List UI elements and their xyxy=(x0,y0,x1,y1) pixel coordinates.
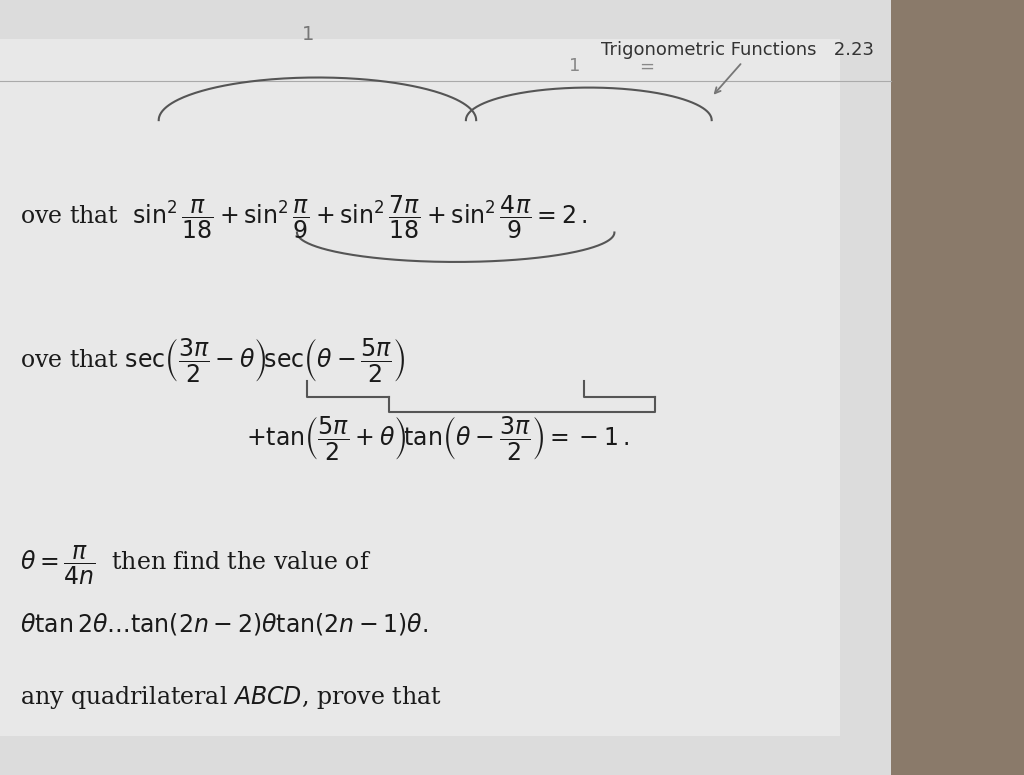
Text: $+\tan\!\left(\dfrac{5\pi}{2}+\theta\right)\!\tan\!\left(\theta-\dfrac{3\pi}{2}\: $+\tan\!\left(\dfrac{5\pi}{2}+\theta\rig… xyxy=(246,414,629,462)
Text: ove that  $\sin^2\dfrac{\pi}{18}+\sin^2\dfrac{\pi}{9}+\sin^2\dfrac{7\pi}{18}+\si: ove that $\sin^2\dfrac{\pi}{18}+\sin^2\d… xyxy=(20,193,588,241)
Text: $1$: $1$ xyxy=(301,26,313,44)
Text: $=$: $=$ xyxy=(636,57,654,75)
Text: ove that $\sec\!\left(\dfrac{3\pi}{2}-\theta\right)\!\sec\!\left(\theta-\dfrac{5: ove that $\sec\!\left(\dfrac{3\pi}{2}-\t… xyxy=(20,336,407,384)
Text: Trigonometric Functions   2.23: Trigonometric Functions 2.23 xyxy=(601,41,873,60)
FancyBboxPatch shape xyxy=(0,0,891,775)
Text: any quadrilateral $ABCD$, prove that: any quadrilateral $ABCD$, prove that xyxy=(20,684,442,711)
Text: $1$: $1$ xyxy=(567,57,580,75)
Text: $\theta\tan 2\theta\ldots\tan(2n-2)\theta\tan(2n-1)\theta.$: $\theta\tan 2\theta\ldots\tan(2n-2)\thet… xyxy=(20,611,429,637)
FancyBboxPatch shape xyxy=(0,39,840,736)
Text: $\theta=\dfrac{\pi}{4n}$  then find the value of: $\theta=\dfrac{\pi}{4n}$ then find the v… xyxy=(20,544,372,587)
